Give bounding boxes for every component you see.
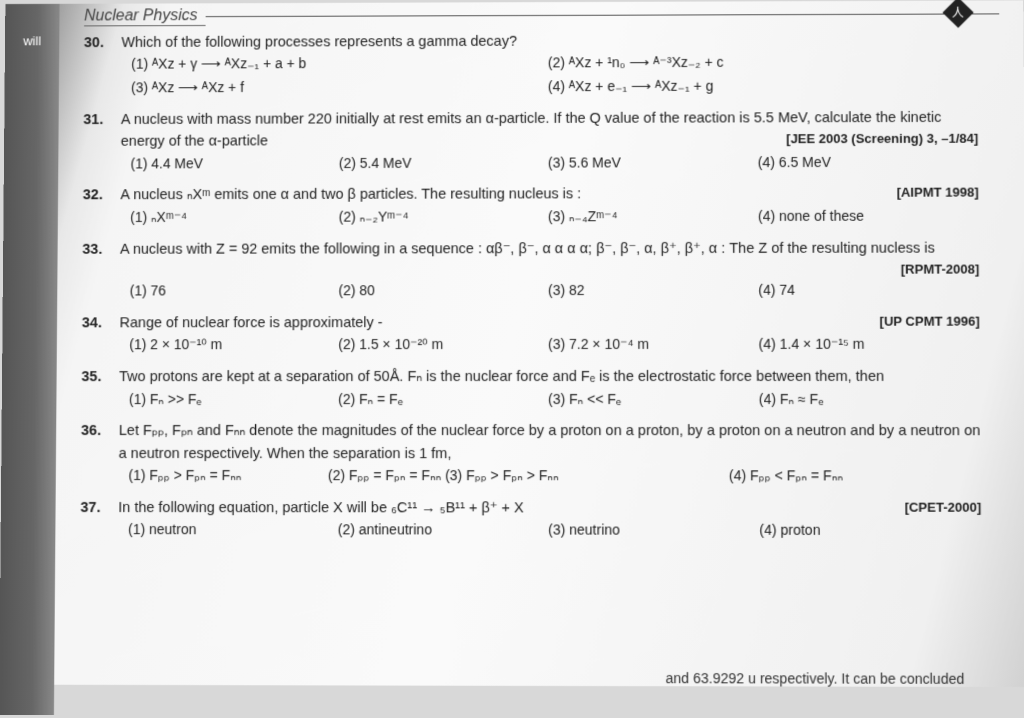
option: (2) Fₚₚ = Fₚₙ = Fₙₙ (3) Fₚₚ > Fₚₙ > Fₙₙ bbox=[328, 465, 729, 487]
option: (3) neutrino bbox=[548, 520, 759, 542]
question-number: 31. bbox=[83, 109, 117, 131]
options-row: (1) Fₚₚ > Fₚₙ = Fₙₙ (2) Fₚₚ = Fₚₙ = Fₙₙ … bbox=[128, 465, 1003, 489]
question-number: 37. bbox=[80, 497, 114, 520]
question-number: 36. bbox=[81, 420, 115, 442]
page-container: will Nuclear Physics 人 30. Which of the … bbox=[0, 0, 1024, 687]
question-text: A nucleus ₙXᵐ emits one α and two β part… bbox=[120, 183, 988, 207]
option: (1) ᴬXᴢ + γ ⟶ ᴬXᴢ₋₁ + a + b bbox=[131, 53, 548, 76]
question-30: 30. Which of the following processes rep… bbox=[83, 29, 999, 101]
question-37: 37. In the following equation, particle … bbox=[80, 497, 1004, 544]
options-row: (1) neutron (2) antineutrino (3) neutrin… bbox=[128, 519, 1004, 544]
header-icon: 人 bbox=[943, 0, 974, 28]
option: (1) 2 × 10⁻¹⁰ m bbox=[129, 335, 338, 357]
option: (1) 76 bbox=[130, 281, 339, 303]
option: (4) proton bbox=[759, 520, 971, 542]
left-margin-text: will bbox=[23, 33, 41, 48]
option: (1) 4.4 MeV bbox=[130, 153, 338, 175]
question-32: 32. A nucleus ₙXᵐ emits one α and two β … bbox=[83, 183, 1002, 231]
source-tag: [JEE 2003 (Screening) 3, –1/84] bbox=[786, 129, 978, 150]
cut-text: and 63.9292 u respectively. It can be co… bbox=[666, 670, 965, 687]
option: (3) ₙ₋₄Zᵐ⁻⁴ bbox=[548, 206, 758, 228]
question-number: 35. bbox=[81, 366, 115, 388]
chapter-header: Nuclear Physics 人 bbox=[84, 4, 999, 26]
source-tag: [RPMT-2008] bbox=[901, 260, 980, 280]
question-35: 35. Two protons are kept at a separation… bbox=[81, 366, 1002, 412]
option: (1) ₙXᵐ⁻⁴ bbox=[130, 207, 339, 229]
option: (1) neutron bbox=[128, 519, 338, 541]
option: (4) 74 bbox=[758, 280, 969, 302]
option: (2) 80 bbox=[338, 280, 548, 302]
question-number: 33. bbox=[82, 238, 116, 260]
question-number: 34. bbox=[82, 312, 116, 334]
option: (3) Fₙ << Fₑ bbox=[548, 389, 759, 411]
option: (4) none of these bbox=[758, 206, 969, 228]
option: (3) 5.6 MeV bbox=[548, 152, 758, 174]
option: (1) Fₚₚ > Fₚₙ = Fₙₙ bbox=[128, 465, 328, 487]
question-text: Which of the following processes represe… bbox=[121, 29, 987, 54]
bottom-cut-text: and 63.9292 u respectively. It can be co… bbox=[79, 669, 985, 687]
question-text: Two protons are kept at a separation of … bbox=[119, 366, 990, 389]
options-row: (1) ₙXᵐ⁻⁴ (2) ₙ₋₂Yᵐ⁻⁴ (3) ₙ₋₄Zᵐ⁻⁴ (4) no… bbox=[130, 205, 1001, 230]
question-number: 30. bbox=[84, 32, 118, 54]
qtext-inner: Range of nuclear force is approximately … bbox=[120, 315, 383, 331]
question-31: 31. A nucleus with mass number 220 initi… bbox=[83, 107, 1001, 177]
option: (2) ᴬXᴢ + ¹n₀ ⟶ ᴬ⁻³Xᴢ₋₂ + c bbox=[548, 52, 968, 75]
left-margin: will bbox=[0, 4, 60, 715]
question-text: In the following equation, particle X wi… bbox=[118, 497, 991, 520]
option: (3) 82 bbox=[548, 280, 758, 302]
options-row: (1) 4.4 MeV (2) 5.4 MeV (3) 5.6 MeV (4) … bbox=[130, 151, 1000, 176]
qtext-inner: In the following equation, particle X wi… bbox=[118, 500, 523, 516]
option: (2) 5.4 MeV bbox=[339, 152, 548, 174]
option: (2) ₙ₋₂Yᵐ⁻⁴ bbox=[339, 206, 548, 228]
question-34: 34. Range of nuclear force is approximat… bbox=[82, 312, 1003, 359]
question-number: 32. bbox=[83, 185, 117, 207]
header-rule: 人 bbox=[205, 13, 999, 17]
option: (4) Fₚₚ < Fₚₙ = Fₙₙ bbox=[729, 465, 931, 487]
option: (4) Fₙ ≈ Fₑ bbox=[759, 388, 971, 410]
source-tag: [CPET-2000] bbox=[904, 497, 981, 517]
header-icon-glyph: 人 bbox=[952, 4, 964, 21]
option: (4) 6.5 MeV bbox=[758, 151, 969, 173]
source-tag: [UP CPMT 1996] bbox=[879, 312, 979, 332]
question-text: A nucleus with Z = 92 emits the followin… bbox=[120, 237, 990, 281]
option: (2) 1.5 × 10⁻²⁰ m bbox=[338, 334, 548, 356]
option: (3) ᴬXᴢ ⟶ ᴬXᴢ + f bbox=[131, 76, 548, 99]
question-36: 36. Let Fₚₚ, Fₚₙ and Fₙₙ denote the magn… bbox=[81, 420, 1004, 489]
option: (3) 7.2 × 10⁻⁴ m bbox=[548, 334, 759, 356]
chapter-title: Nuclear Physics bbox=[84, 7, 205, 26]
qtext-inner: A nucleus with Z = 92 emits the followin… bbox=[120, 240, 935, 257]
option: (4) ᴬXᴢ + e₋₁ ⟶ ᴬXᴢ₋₁ + g bbox=[548, 75, 968, 98]
source-tag: [AIPMT 1998] bbox=[897, 183, 979, 203]
options-row: (1) 2 × 10⁻¹⁰ m (2) 1.5 × 10⁻²⁰ m (3) 7.… bbox=[129, 334, 1002, 358]
options-row: (1) ᴬXᴢ + γ ⟶ ᴬXᴢ₋₁ + a + b (2) ᴬXᴢ + ¹n… bbox=[131, 52, 1000, 101]
options-row: (1) 76 (2) 80 (3) 82 (4) 74 bbox=[130, 280, 1002, 305]
option: (2) Fₙ = Fₑ bbox=[338, 389, 548, 411]
question-33: 33. A nucleus with Z = 92 emits the foll… bbox=[82, 237, 1002, 304]
question-text: Let Fₚₚ, Fₚₙ and Fₙₙ denote the magnitud… bbox=[119, 420, 991, 465]
content-area: Nuclear Physics 人 30. Which of the follo… bbox=[80, 4, 1004, 552]
qtext-inner: A nucleus ₙXᵐ emits one α and two β part… bbox=[120, 187, 581, 204]
option: (4) 1.4 × 10⁻¹⁵ m bbox=[758, 334, 969, 356]
option: (2) antineutrino bbox=[338, 520, 548, 542]
option: (1) Fₙ >> Fₑ bbox=[129, 389, 338, 411]
question-text: Range of nuclear force is approximately … bbox=[119, 312, 989, 335]
question-text: A nucleus with mass number 220 initially… bbox=[121, 107, 989, 154]
options-row: (1) Fₙ >> Fₑ (2) Fₙ = Fₑ (3) Fₙ << Fₑ (4… bbox=[129, 388, 1003, 412]
